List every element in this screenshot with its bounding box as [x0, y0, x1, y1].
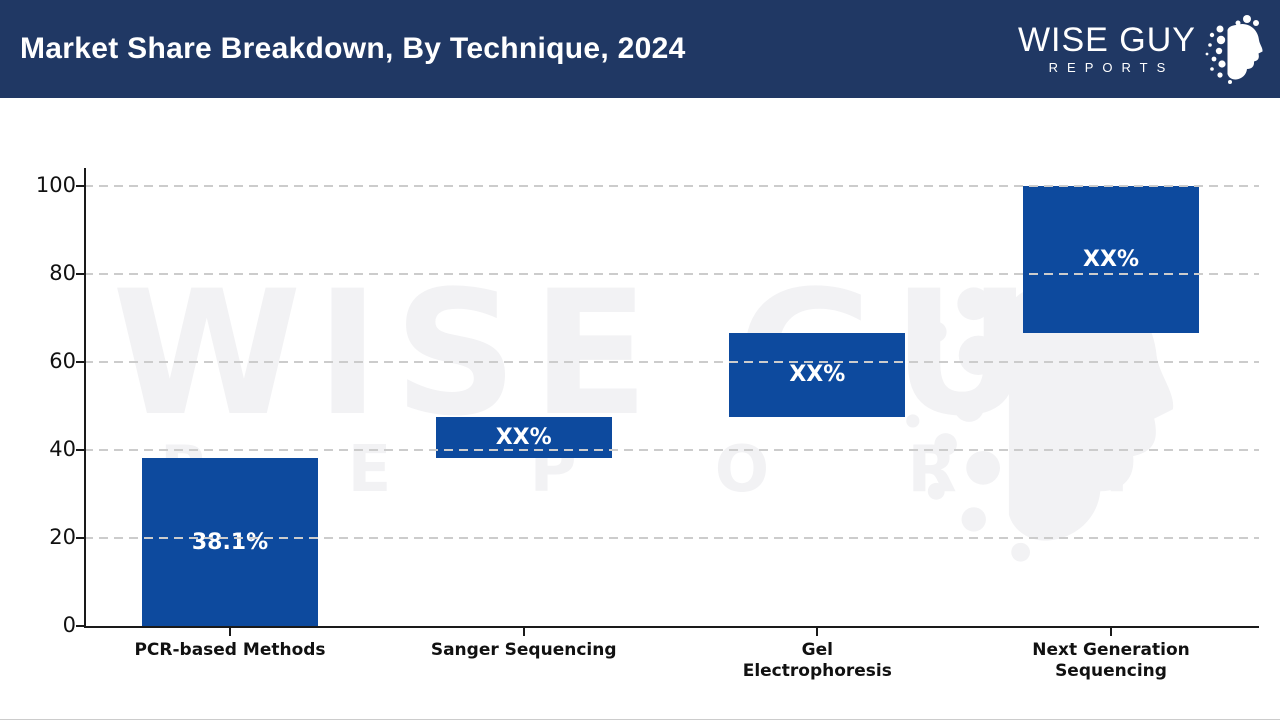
y-tick — [76, 273, 84, 275]
brand-logo-text: WISE GUY REPORTS — [1017, 20, 1196, 75]
watermark-head-icon — [906, 238, 1174, 562]
x-tick — [522, 628, 525, 636]
bar: XX% — [435, 417, 612, 459]
x-tick — [229, 628, 231, 636]
y-tick — [76, 537, 84, 539]
y-tick — [76, 625, 84, 627]
y-tick-label: 0 — [62, 613, 76, 637]
header-bar: Market Share Breakdown, By Technique, 20… — [0, 0, 1280, 98]
gridline — [84, 537, 1259, 539]
bar: XX% — [729, 332, 906, 418]
bar: XX% — [1023, 186, 1199, 333]
brand-subtitle: REPORTS — [1048, 60, 1175, 76]
bar-value-label: XX% — [789, 362, 846, 388]
gridline — [84, 273, 1259, 275]
y-tick — [76, 361, 84, 363]
y-tick-label: 100 — [35, 173, 76, 197]
y-tick-label: 40 — [49, 437, 76, 461]
gridline — [84, 449, 1259, 451]
x-category-label: Gel Electrophoresis — [742, 640, 892, 682]
gridline — [84, 361, 1259, 363]
x-tick — [1110, 628, 1112, 636]
y-tick-label: 60 — [49, 349, 76, 373]
brand-logo: WISE GUY REPORTS — [1018, 12, 1264, 86]
x-tick — [816, 628, 819, 636]
x-category-label: Sanger Sequencing — [430, 640, 617, 660]
bar-value-label: XX% — [495, 425, 552, 451]
gridline — [84, 185, 1259, 187]
y-axis — [84, 168, 86, 628]
x-category-label: PCR-based Methods — [134, 640, 326, 660]
brand-name: WISE GUY — [1017, 20, 1196, 59]
bar: 38.1% — [142, 458, 318, 626]
x-axis — [84, 626, 1259, 628]
bar-value-label: 38.1% — [191, 529, 269, 555]
bar-value-label: XX% — [1083, 246, 1139, 272]
y-tick — [76, 185, 84, 187]
y-tick — [76, 449, 84, 451]
brand-head-icon — [1205, 15, 1263, 84]
x-category-label: Next Generation Sequencing — [1032, 640, 1190, 682]
y-tick-label: 20 — [49, 525, 76, 549]
chart-title: Market Share Breakdown, By Technique, 20… — [20, 32, 686, 65]
y-tick-label: 80 — [49, 261, 76, 285]
